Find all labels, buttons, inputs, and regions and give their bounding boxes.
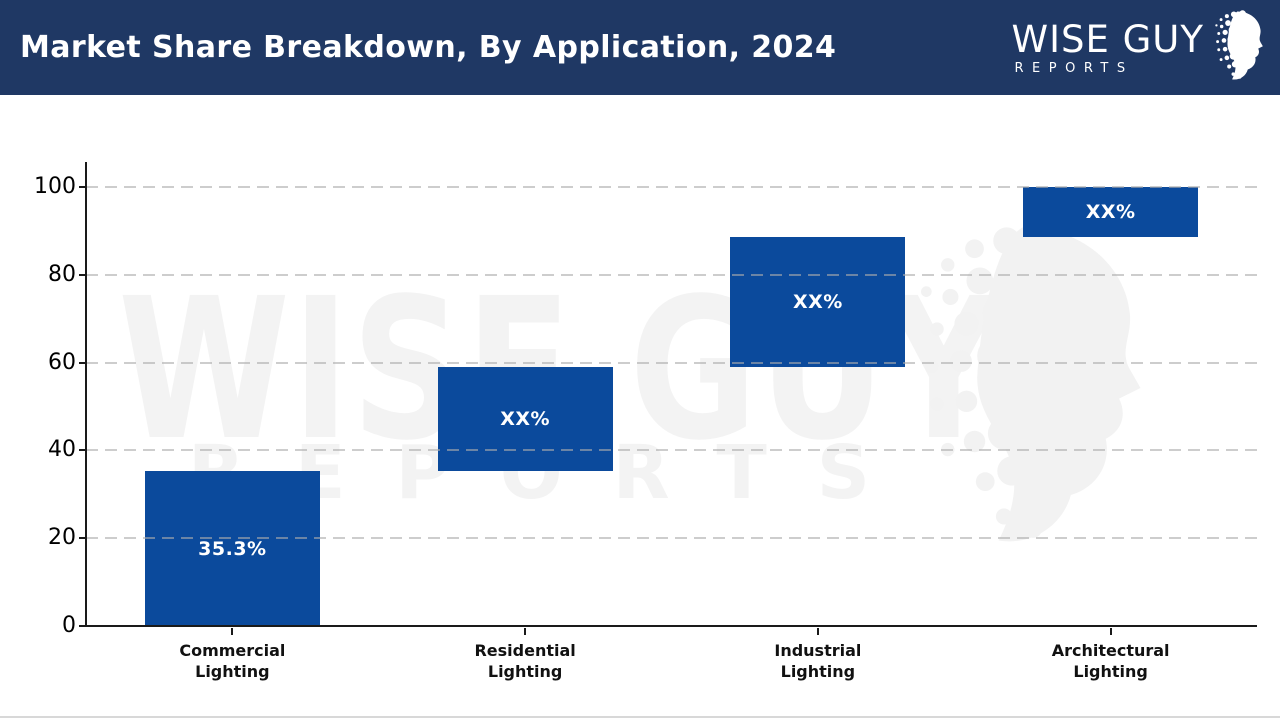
x-category-label: Industrial Lighting [708, 640, 928, 682]
y-tick-label: 20 [48, 525, 76, 551]
gridline [86, 186, 1261, 188]
logo-text: WISE GUY REPORTS [1012, 21, 1204, 75]
gridline [86, 449, 1261, 452]
y-tick-label: 60 [48, 349, 76, 375]
x-category-label-line: Architectural [1051, 641, 1170, 660]
bar-value-label: XX% [792, 291, 843, 314]
x-tick-mark [816, 628, 819, 635]
bar-value-label: XX% [500, 407, 551, 430]
gridline [86, 361, 1261, 364]
x-tick-mark [1109, 628, 1112, 635]
x-category-label: Architectural Lighting [1001, 640, 1221, 682]
waterfall-bar: 35.3% [144, 471, 320, 626]
logo: WISE GUY REPORTS [1012, 10, 1264, 86]
y-tick-mark [79, 625, 86, 627]
y-tick-label: 100 [34, 174, 76, 199]
x-category-label-line: Lighting [487, 662, 563, 681]
header: Market Share Breakdown, By Application, … [0, 0, 1280, 95]
footer-divider [0, 716, 1280, 718]
waterfall-bar: XX% [437, 366, 613, 472]
y-tick-mark [79, 361, 86, 364]
page-title: Market Share Breakdown, By Application, … [20, 30, 837, 65]
x-axis-line [85, 625, 1257, 627]
y-tick-label: 80 [48, 261, 76, 287]
x-category-label-line: Industrial [774, 641, 862, 660]
logo-subname: REPORTS [1014, 60, 1134, 76]
gridline [86, 537, 1261, 540]
x-category-label: Commercial Lighting [122, 640, 342, 682]
y-tick-mark [79, 273, 86, 276]
x-category-label-line: Lighting [195, 662, 270, 681]
x-category-label-line: Lighting [1073, 662, 1148, 681]
bar-value-label: 35.3% [198, 537, 267, 560]
logo-name: WISE GUY [1011, 17, 1204, 61]
x-tick-mark [524, 628, 527, 635]
y-tick-label: 0 [62, 613, 76, 638]
y-tick-mark [79, 449, 86, 452]
y-tick-mark [79, 186, 86, 188]
y-axis-line [85, 162, 87, 627]
y-tick-mark [79, 537, 86, 540]
waterfall-bar: XX% [730, 237, 906, 367]
x-category-label: Residential Lighting [415, 640, 635, 682]
y-tick-label: 40 [48, 437, 76, 463]
bar-value-label: XX% [1085, 201, 1136, 224]
x-category-label-line: Commercial [179, 641, 286, 660]
head-profile-icon [1206, 10, 1264, 86]
gridline [86, 273, 1261, 276]
waterfall-bar: XX% [1023, 187, 1199, 238]
x-tick-mark [231, 628, 234, 635]
x-category-label-line: Residential [474, 641, 576, 660]
x-category-label-line: Lighting [780, 662, 856, 681]
